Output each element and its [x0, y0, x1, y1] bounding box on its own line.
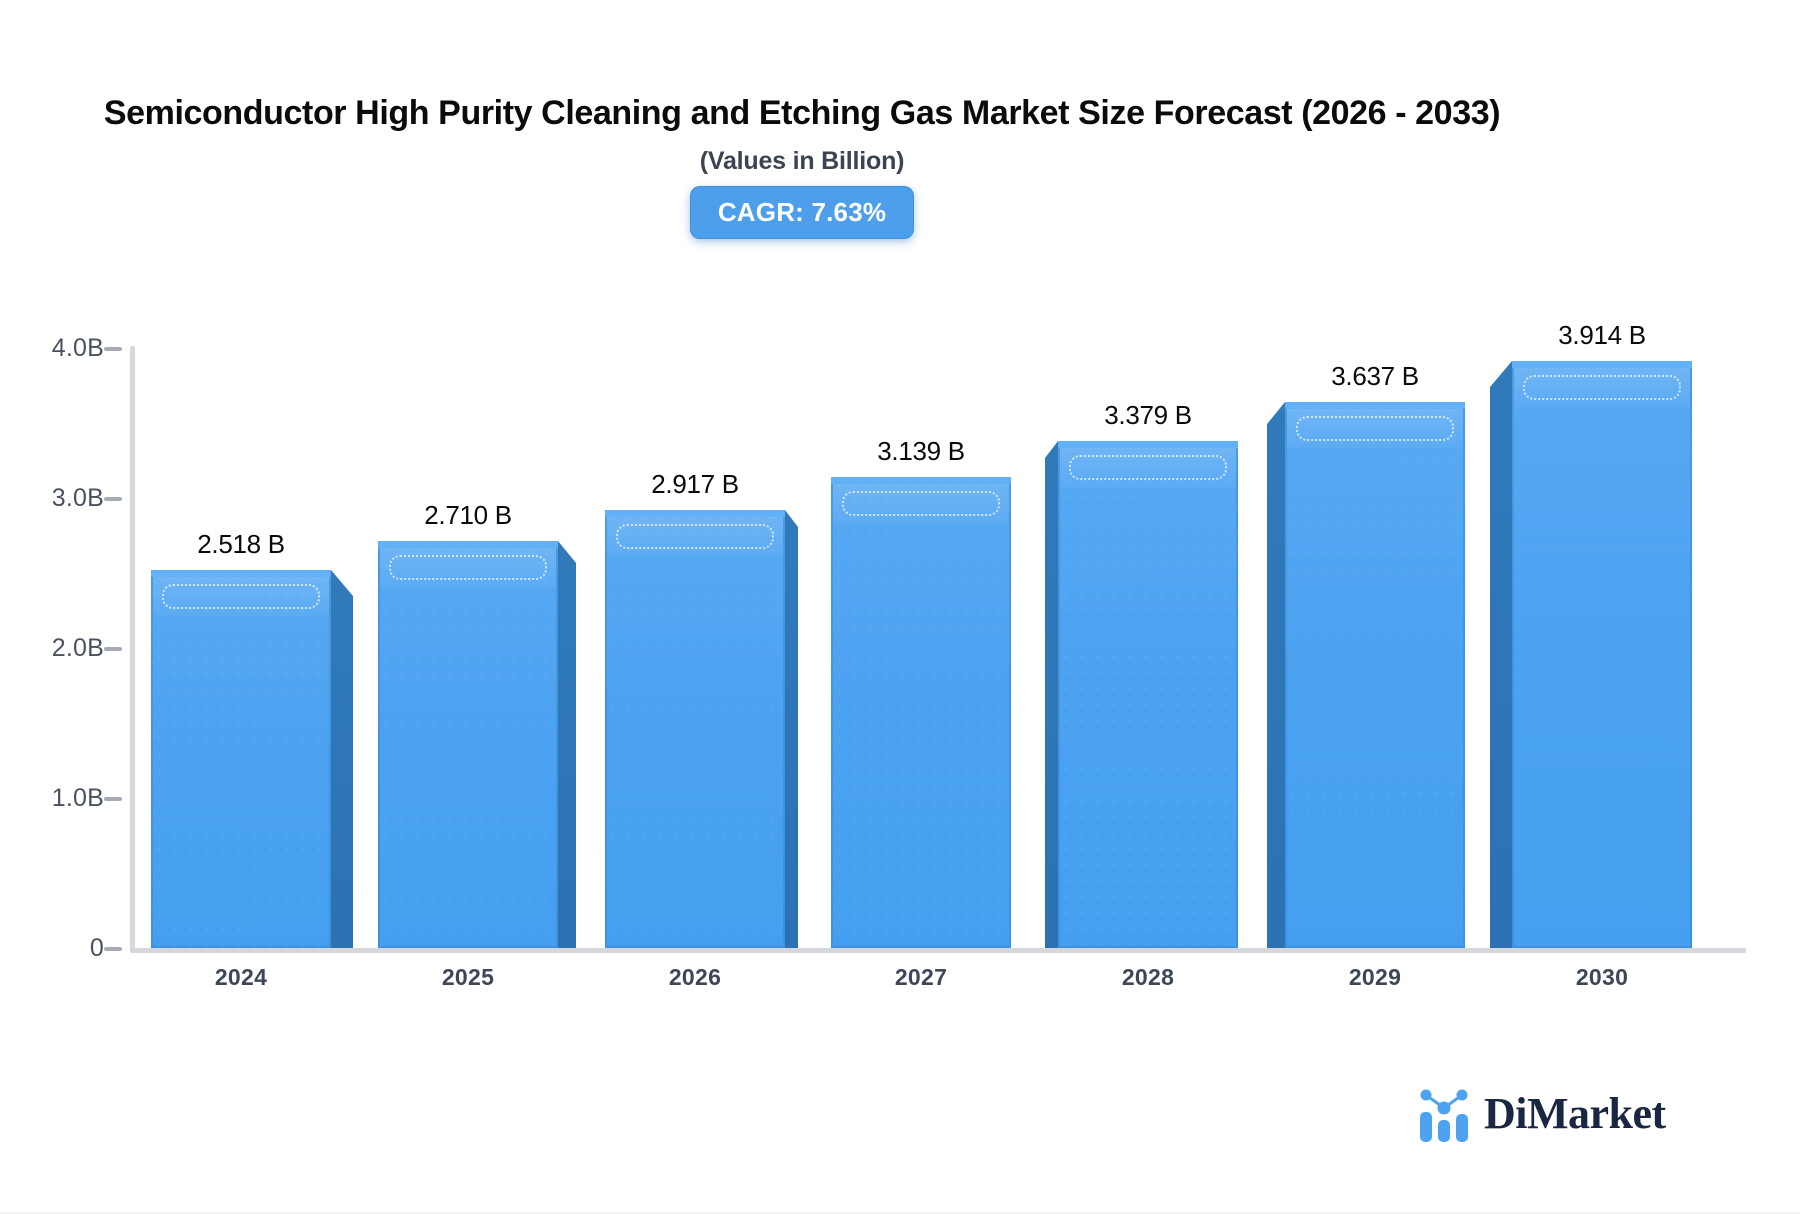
- dimarket-logo: DiMarket: [1416, 1086, 1666, 1142]
- bar-dotted-band: [153, 577, 329, 617]
- bar-dotted-band: [607, 517, 783, 557]
- bar-top-shine: [378, 541, 558, 548]
- y-tick-dash: [104, 947, 122, 951]
- bar: [1058, 441, 1238, 948]
- bar-dotted-band: [833, 484, 1009, 524]
- bar-side: [785, 510, 798, 948]
- logo-text: DiMarket: [1484, 1089, 1666, 1138]
- bar-value-label: 2.518 B: [197, 529, 285, 559]
- bar-dotted-outline: [162, 584, 320, 609]
- bar-side: [1045, 441, 1058, 948]
- bar-dotted-band: [1287, 409, 1463, 449]
- y-tick-label: 4.0B: [51, 334, 104, 362]
- cagr-badge: CAGR: 7.63%: [689, 186, 915, 240]
- x-axis-label: 2026: [668, 964, 722, 990]
- x-axis-label: 2025: [441, 964, 495, 990]
- bar-value-label: 2.917 B: [651, 469, 739, 499]
- bar-top-shine: [605, 510, 785, 517]
- y-axis-line: [130, 346, 135, 951]
- bar-top-shine: [831, 477, 1011, 484]
- bar: [1285, 402, 1465, 948]
- x-axis-label: 2027: [894, 964, 948, 990]
- bar-value-label: 3.914 B: [1558, 320, 1646, 350]
- bar-chart: 2.518 B 2024 2.710 B 2025 2.917 B 2026 3.139 B…: [0, 280, 1800, 1000]
- bar: [605, 510, 785, 948]
- bar-side: [1490, 361, 1512, 948]
- chart-title: Semiconductor High Purity Cleaning and E…: [103, 94, 1501, 132]
- x-axis-label: 2024: [214, 964, 268, 990]
- x-axis-line: [130, 948, 1746, 953]
- bar-dotted-outline: [842, 491, 1000, 516]
- bar-dotted-band: [1514, 368, 1690, 408]
- bar-value-label: 3.637 B: [1331, 361, 1419, 391]
- bar-side: [331, 570, 353, 948]
- bar-dotted-band: [380, 548, 556, 588]
- bar-dotted-outline: [616, 524, 774, 549]
- y-tick-label: 1.0B: [51, 784, 104, 812]
- bar-side: [558, 541, 576, 948]
- bar: [151, 570, 331, 948]
- chart-subtitle: (Values in Billion): [699, 147, 905, 176]
- y-tick-dash: [104, 347, 122, 351]
- bar-value-label: 3.139 B: [877, 436, 965, 466]
- bar-dotted-outline: [389, 555, 547, 580]
- bar-dotted-outline: [1523, 375, 1681, 400]
- bar-top-shine: [1512, 361, 1692, 368]
- bar-side: [1267, 402, 1285, 948]
- bar-dotted-band: [1060, 448, 1236, 488]
- bar-top-shine: [151, 570, 331, 577]
- bar-value-label: 2.710 B: [424, 500, 512, 530]
- y-tick-dash: [104, 497, 122, 501]
- bar-value-label: 3.379 B: [1104, 400, 1192, 430]
- y-tick-label: 3.0B: [51, 484, 104, 512]
- bar: [831, 477, 1011, 948]
- x-axis-label: 2030: [1575, 964, 1629, 990]
- y-tick-label: 2.0B: [51, 634, 104, 662]
- y-tick-dash: [104, 797, 122, 801]
- x-axis-label: 2028: [1121, 964, 1175, 990]
- y-tick-label: 0: [89, 934, 104, 962]
- bar: [378, 541, 558, 948]
- bar-top-shine: [1058, 441, 1238, 448]
- bar-top-shine: [1285, 402, 1465, 409]
- y-tick-dash: [104, 647, 122, 651]
- bar-dotted-outline: [1296, 416, 1454, 441]
- header: Semiconductor High Purity Cleaning and E…: [0, 0, 1604, 240]
- bar-dotted-outline: [1069, 455, 1227, 480]
- bar-line-chart-icon: [1416, 1086, 1474, 1142]
- x-axis-label: 2029: [1348, 964, 1402, 990]
- bar: [1512, 361, 1692, 948]
